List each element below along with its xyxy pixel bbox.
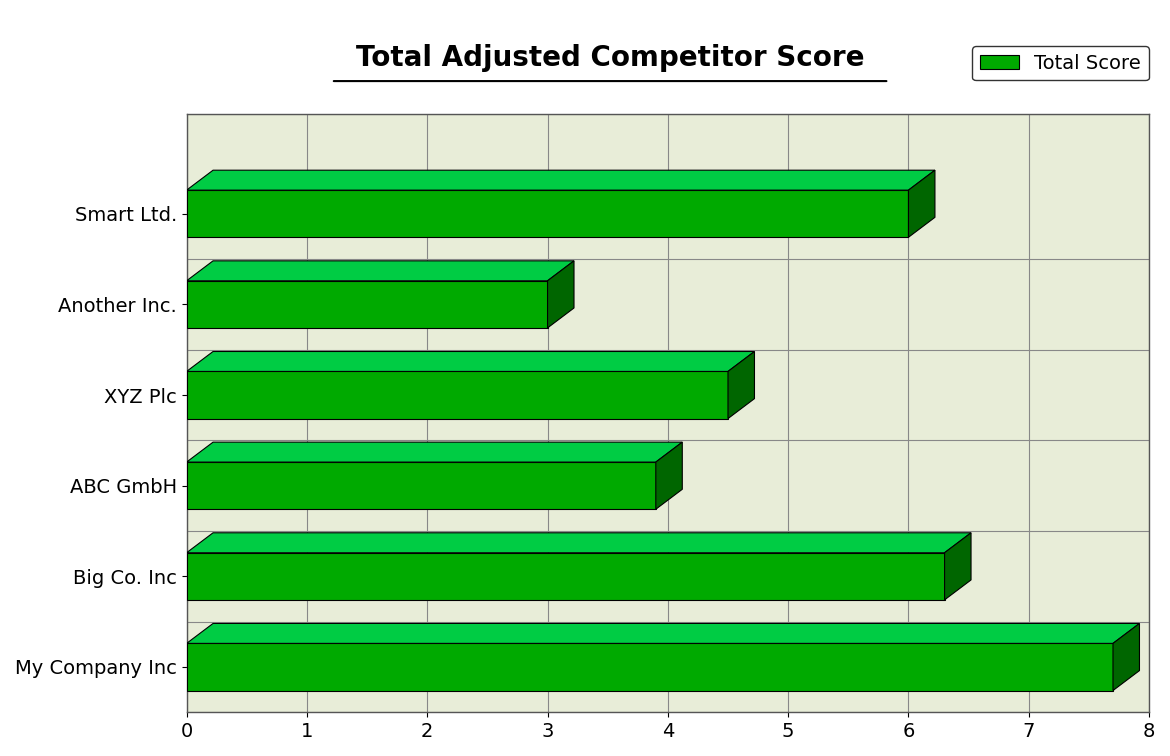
Polygon shape [186, 533, 971, 553]
Polygon shape [1113, 624, 1140, 690]
Polygon shape [186, 643, 1113, 690]
Polygon shape [186, 191, 908, 237]
Polygon shape [186, 462, 655, 510]
Polygon shape [186, 371, 728, 419]
Polygon shape [186, 352, 755, 371]
Polygon shape [186, 170, 935, 191]
Polygon shape [186, 442, 682, 462]
Polygon shape [186, 553, 944, 600]
Polygon shape [908, 170, 935, 237]
Polygon shape [186, 261, 573, 280]
Polygon shape [186, 624, 1140, 643]
Polygon shape [548, 261, 573, 328]
Polygon shape [655, 442, 682, 510]
Polygon shape [728, 352, 755, 419]
Text: Total Adjusted Competitor Score: Total Adjusted Competitor Score [356, 44, 865, 72]
Polygon shape [186, 280, 548, 328]
Polygon shape [944, 533, 971, 600]
Legend: Total Score: Total Score [972, 46, 1149, 80]
